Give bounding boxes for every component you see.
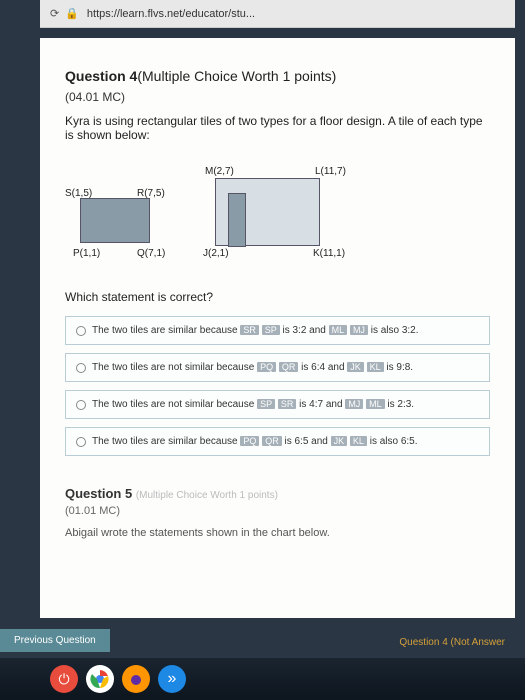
previous-question-button[interactable]: Previous Question [0, 629, 110, 652]
power-icon[interactable]: ⏻ [50, 665, 78, 693]
choice-c[interactable]: The two tiles are not similar because SP… [65, 390, 490, 419]
reload-icon[interactable]: ⟳ [50, 7, 59, 20]
choice-b[interactable]: The two tiles are not similar because PQ… [65, 353, 490, 382]
radio-icon[interactable] [76, 363, 86, 373]
question-prompt: Kyra is using rectangular tiles of two t… [65, 114, 490, 142]
label-K: K(11,1) [313, 248, 345, 259]
label-Q: Q(7,1) [137, 248, 165, 259]
chrome-icon[interactable] [86, 665, 114, 693]
question-status: Question 4 (Not Answer [399, 637, 505, 648]
radio-icon[interactable] [76, 437, 86, 447]
lock-icon: 🔒 [65, 7, 79, 20]
tiles-diagram: S(1,5) R(7,5) P(1,1) Q(7,1) M(2,7) L(11,… [65, 160, 490, 280]
choice-a[interactable]: The two tiles are similar because SR SP … [65, 316, 490, 345]
choice-d[interactable]: The two tiles are similar because PQ QR … [65, 427, 490, 456]
label-L: L(11,7) [315, 166, 346, 177]
q5-header: Question 5 (Multiple Choice Worth 1 poin… [65, 486, 490, 501]
taskbar: ⏻ » [0, 658, 525, 700]
tile-2 [215, 178, 320, 246]
which-statement: Which statement is correct? [65, 290, 490, 304]
question-content: Question 4(Multiple Choice Worth 1 point… [40, 38, 515, 618]
label-P: P(1,1) [73, 248, 100, 259]
question-5-section: Question 5 (Multiple Choice Worth 1 poin… [65, 486, 490, 539]
question-header: Question 4(Multiple Choice Worth 1 point… [65, 68, 490, 84]
url-text: https://learn.flvs.net/educator/stu... [87, 8, 255, 20]
q5-text: Abigail wrote the statements shown in th… [65, 527, 490, 539]
q5-code: (01.01 MC) [65, 505, 490, 517]
radio-icon[interactable] [76, 326, 86, 336]
radio-icon[interactable] [76, 400, 86, 410]
label-M: M(2,7) [205, 166, 234, 177]
browser-url-bar: ⟳ 🔒 https://learn.flvs.net/educator/stu.… [40, 0, 515, 28]
next-icon[interactable]: » [158, 665, 186, 693]
question-code: (04.01 MC) [65, 90, 490, 104]
tile-1 [80, 198, 150, 243]
firefox-icon[interactable] [122, 665, 150, 693]
tile-2-inner [228, 193, 246, 247]
label-J: J(2,1) [203, 248, 229, 259]
